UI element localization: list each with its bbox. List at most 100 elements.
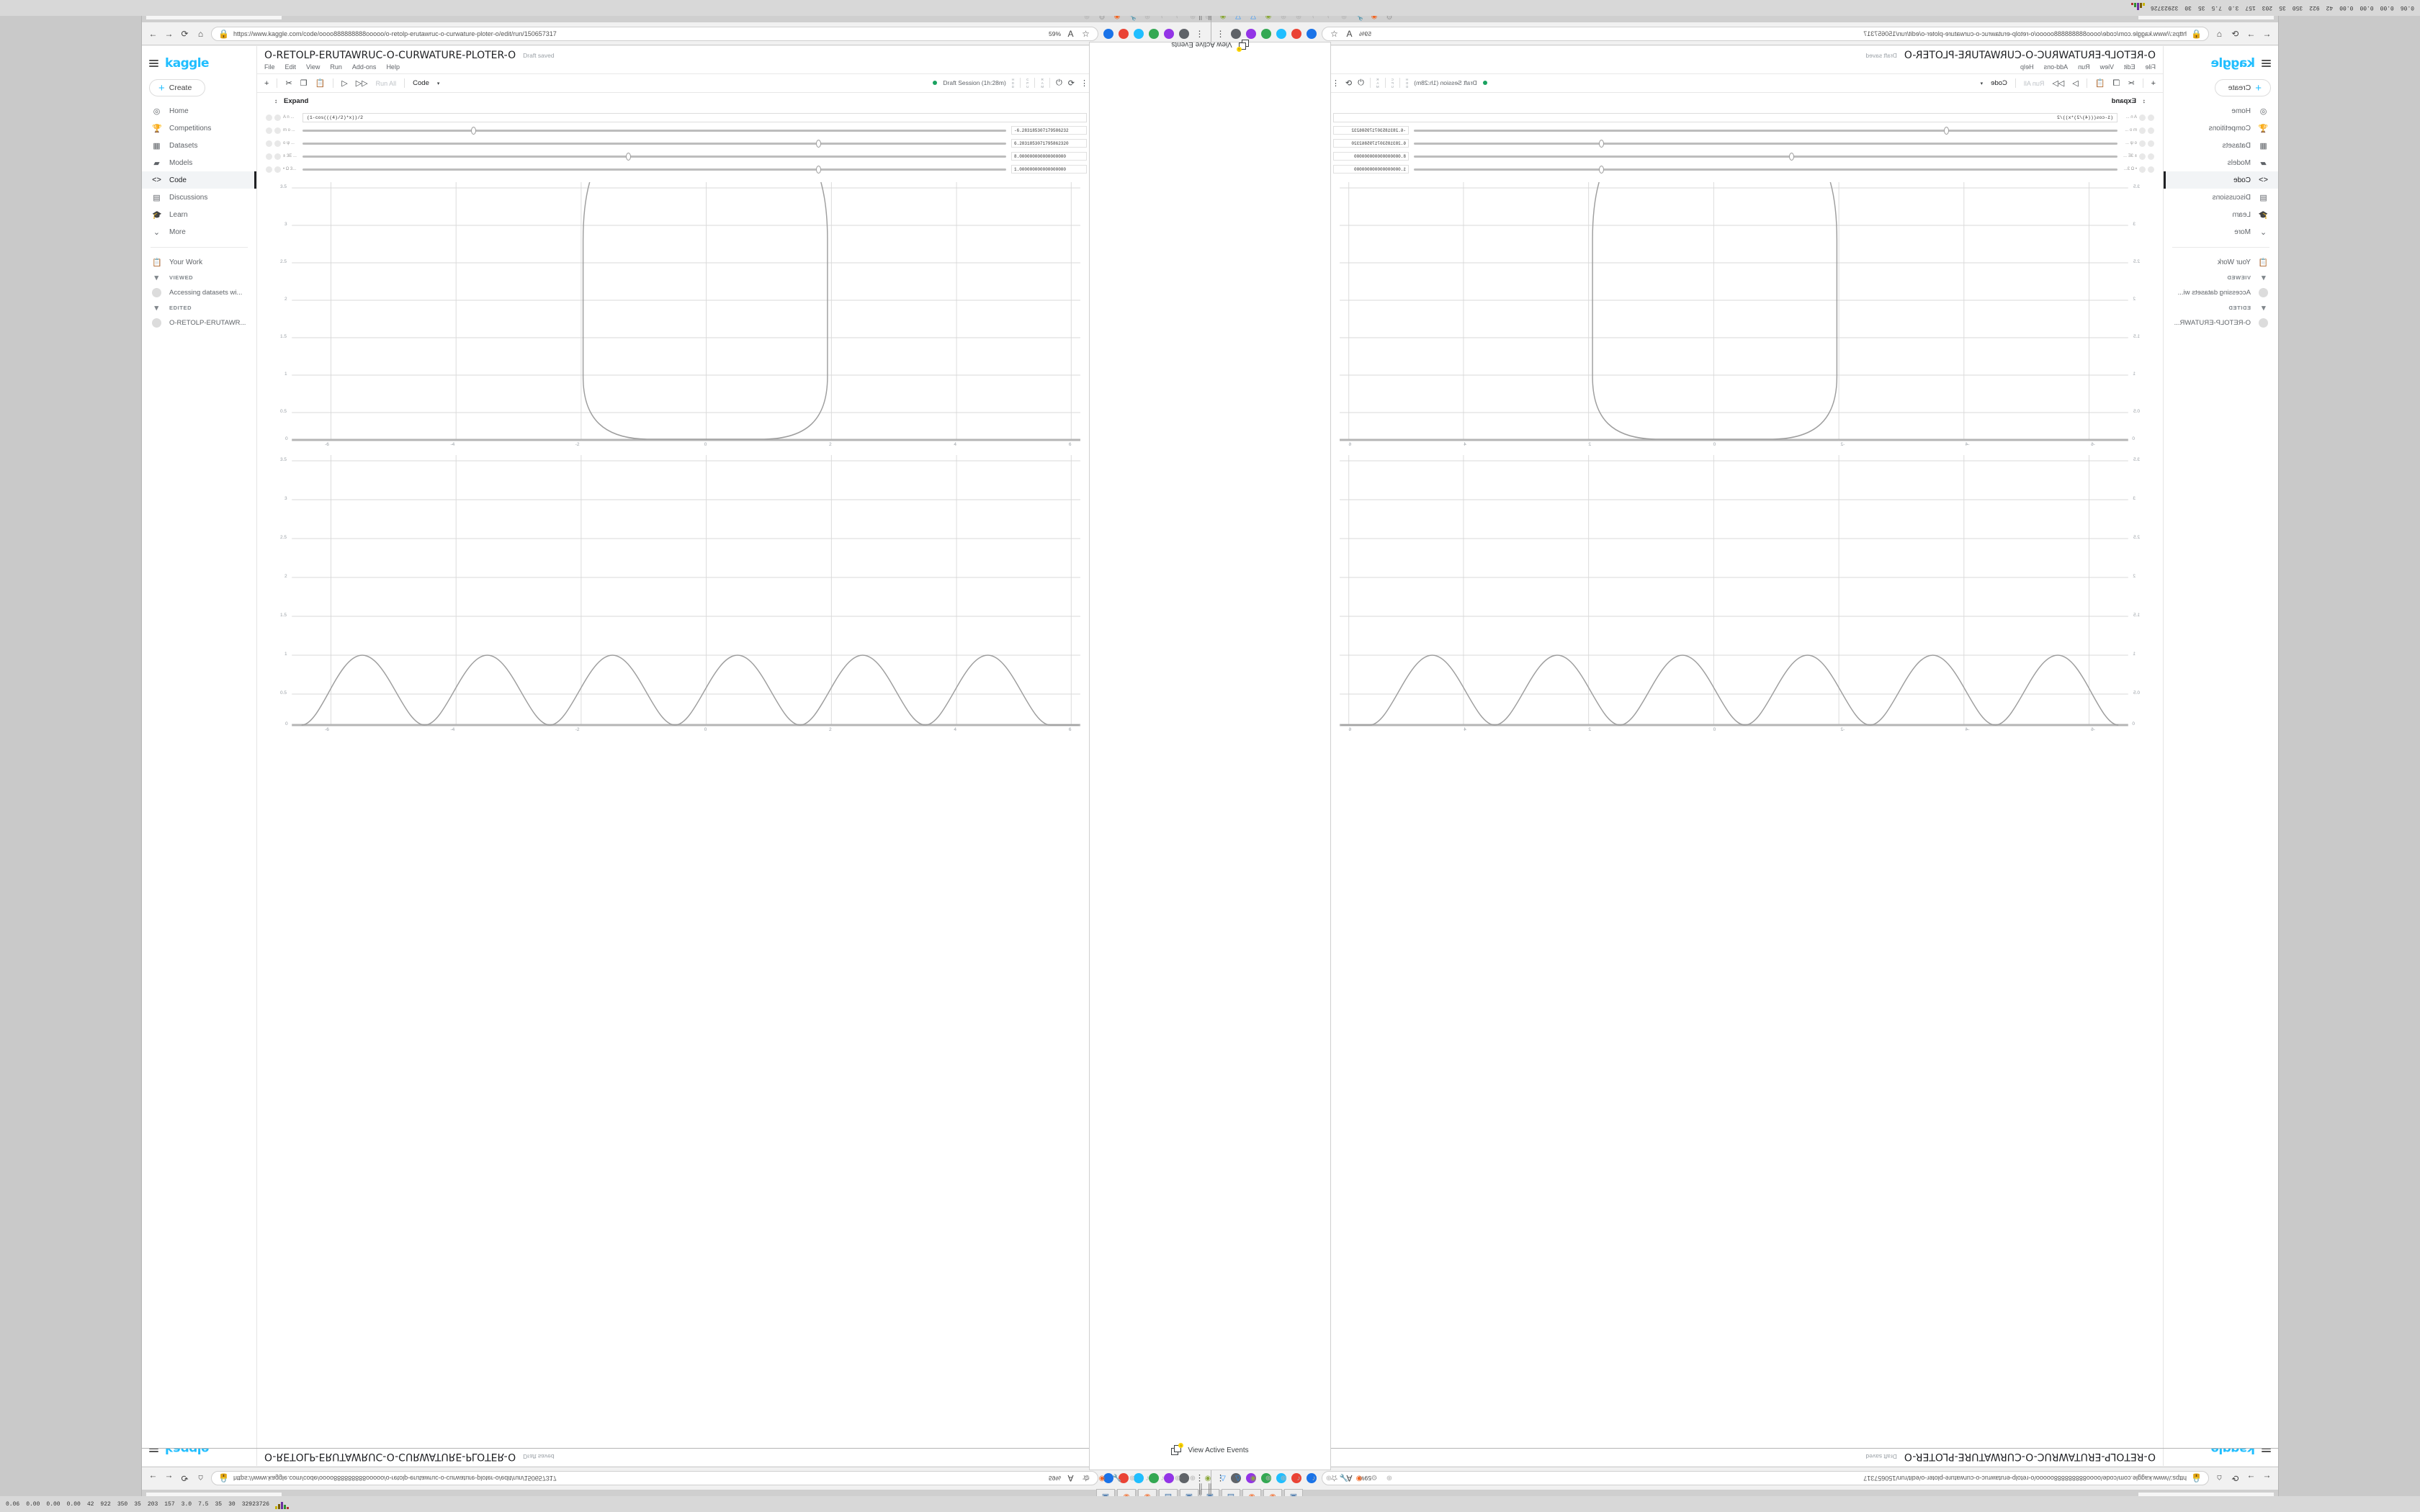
music-icon[interactable]: ♪ [1296,1474,1301,1482]
kebab-menu-icon[interactable]: ⋮ [1080,78,1088,88]
x-tick-label: -6 [325,727,329,732]
extension-icon[interactable] [1164,28,1174,39]
sidebar-item-learn[interactable]: 🎓 Learn [142,206,256,223]
chevron-down-icon[interactable]: ▾ [436,81,440,86]
copy-icon[interactable]: ❐ [300,79,308,88]
translate-icon[interactable]: A [1067,28,1074,39]
sidebar-item-home[interactable]: ◎ Home [142,102,256,120]
firefox-icon[interactable]: ◉ [1355,1474,1363,1482]
widget-row-formula: A n ... (1-cos(((4)/2)*x))/2 [266,112,1087,122]
notebook-output: A n ... (1-cos(((4)/2)*x))/2 m o ... [257,109,1095,1448]
music-icon[interactable]: ♪ [1160,1474,1165,1482]
slider-handle[interactable] [816,139,822,148]
slider-value[interactable]: 6.2831853071795862320 [1011,139,1087,148]
trophy-icon: 🏆 [152,124,162,133]
sidebar-item-models[interactable]: ▰ Models [142,154,256,171]
slider-param-a[interactable] [302,152,1006,161]
globe-icon[interactable]: ⊕ [1325,1474,1332,1482]
extension-icon[interactable] [1103,28,1113,39]
address-bar[interactable]: 🔒 https://www.kaggle.com/code/oooo888888… [211,26,1098,41]
home-icon[interactable]: ⌂ [197,28,204,39]
view-active-events-top[interactable]: 1 View Active Events [1089,35,1331,55]
firefox-icon[interactable]: ◉ [1098,1474,1106,1482]
list-item[interactable]: Accessing datasets wi... [142,284,256,300]
water-drop-icon[interactable]: ▽ [1220,1474,1226,1482]
restart-icon[interactable]: ⟳ [1067,78,1075,88]
zoom-level[interactable]: 59% [1048,30,1061,37]
kaggle-logo-row[interactable]: kaggle [142,52,256,78]
menu-addons[interactable]: Add-ons [351,63,377,71]
music-icon[interactable]: ♪ [1145,1474,1150,1482]
slider-handle[interactable] [626,152,632,161]
slider-handle[interactable] [816,165,822,174]
globe-icon[interactable]: ⊕ [1189,1474,1196,1482]
system-stat: 0.00 [66,1500,81,1508]
your-work-header[interactable]: 📋 Your Work [142,254,256,270]
sidebar-item-datasets[interactable]: ▦ Datasets [142,137,256,154]
edited-group-header[interactable]: ▾ EDITED [142,300,256,315]
system-stat: 0.00 [2339,4,2354,12]
slider-value[interactable]: 1.000000000000000000 [1011,165,1087,174]
water-drop-icon[interactable]: ▽ [1235,1474,1241,1482]
expand-cell-toggle[interactable]: ↕ Expand [257,93,1095,109]
slider-value[interactable]: 8.000000000000000000 [1011,152,1087,161]
slider-param-b[interactable] [302,165,1006,174]
slider-value[interactable]: -6.283185307179586232 [1011,126,1087,135]
menu-file[interactable]: File [264,63,275,71]
extension-icon[interactable] [1134,28,1144,39]
x-tick-label: 0 [704,727,707,732]
list-item[interactable]: O-RETOLP-ERUTAWR... [142,315,256,330]
slider-handle[interactable] [471,126,477,135]
sidebar-item-code[interactable]: <> Code [142,171,256,189]
gear-icon[interactable]: ⚙ [1083,1474,1090,1482]
hamburger-menu-icon[interactable] [149,60,158,67]
gear-icon[interactable]: ⚙ [1371,1474,1378,1482]
fast-forward-icon[interactable]: ▷▷ [355,79,368,88]
pause-icon-bottom[interactable]: ║║ [1197,1483,1216,1494]
record-icon[interactable]: ◉ [1250,1474,1257,1482]
globe-icon[interactable]: ⊕ [1280,1474,1287,1482]
star-icon[interactable]: ☆ [1082,28,1090,39]
play-icon[interactable]: ▷ [341,79,348,88]
music-icon[interactable]: ♪ [1312,1474,1316,1482]
scissors-icon[interactable]: ✂ [285,79,292,88]
wrench-icon[interactable]: 🔧 [1339,1474,1349,1482]
slider-xmin[interactable] [302,126,1006,135]
kaggle-wordmark[interactable]: kaggle [165,56,209,71]
menu-view[interactable]: View [306,63,321,71]
cell-type-select[interactable]: Code [413,79,429,87]
back-arrow-icon[interactable]: ← [148,28,158,39]
sidebar-item-more[interactable]: ⌄ More [142,223,256,240]
globe-icon[interactable]: ⊕ [1386,1474,1393,1482]
sidebar-item-competitions[interactable]: 🏆 Competitions [142,120,256,137]
sidebar-item-discussions[interactable]: ▤ Discussions [142,189,256,206]
wrench-icon[interactable]: 🔧 [1112,1474,1122,1482]
run-all-label[interactable]: Run All [375,79,397,87]
viewed-group-header[interactable]: ▾ VIEWED [142,270,256,284]
menu-help[interactable]: Help [386,63,400,71]
forward-arrow-icon[interactable]: → [164,28,174,39]
reload-icon[interactable]: ⟳ [181,28,189,39]
extension-icon[interactable] [1119,28,1129,39]
globe-icon[interactable]: ⊕ [1265,1474,1272,1482]
kebab-menu-icon[interactable]: ⋮ [1195,28,1204,39]
globe-icon[interactable]: ⊕ [1174,1474,1181,1482]
chat-icon: ▤ [153,193,161,202]
extension-icon[interactable] [1149,28,1159,39]
create-button[interactable]: + Create [149,79,205,96]
add-cell-button[interactable]: + [264,78,269,88]
formula-input[interactable]: (1-cos(((4)/2)*x))/2 [302,112,1087,122]
menu-edit[interactable]: Edit [284,63,297,71]
slider-xmax[interactable] [302,139,1006,148]
extension-icon[interactable] [1179,28,1189,39]
paste-icon[interactable]: 📋 [315,79,326,88]
record-icon[interactable]: ◉ [1204,1474,1211,1482]
menu-run[interactable]: Run [330,63,342,71]
page-title[interactable]: O-RETOLP-ERUTAWRUC-O-CURWATURE-PLOTER-O [264,50,516,61]
widget-label: • Ω 3... [266,166,297,173]
power-icon[interactable]: ⏻ [1056,78,1062,87]
ram-meter [1049,78,1051,89]
system-stat: 157 [2245,4,2256,12]
view-active-events-bottom[interactable]: 1 View Active Events [1089,1440,1331,1460]
globe-icon[interactable]: ⊕ [1129,1474,1136,1482]
